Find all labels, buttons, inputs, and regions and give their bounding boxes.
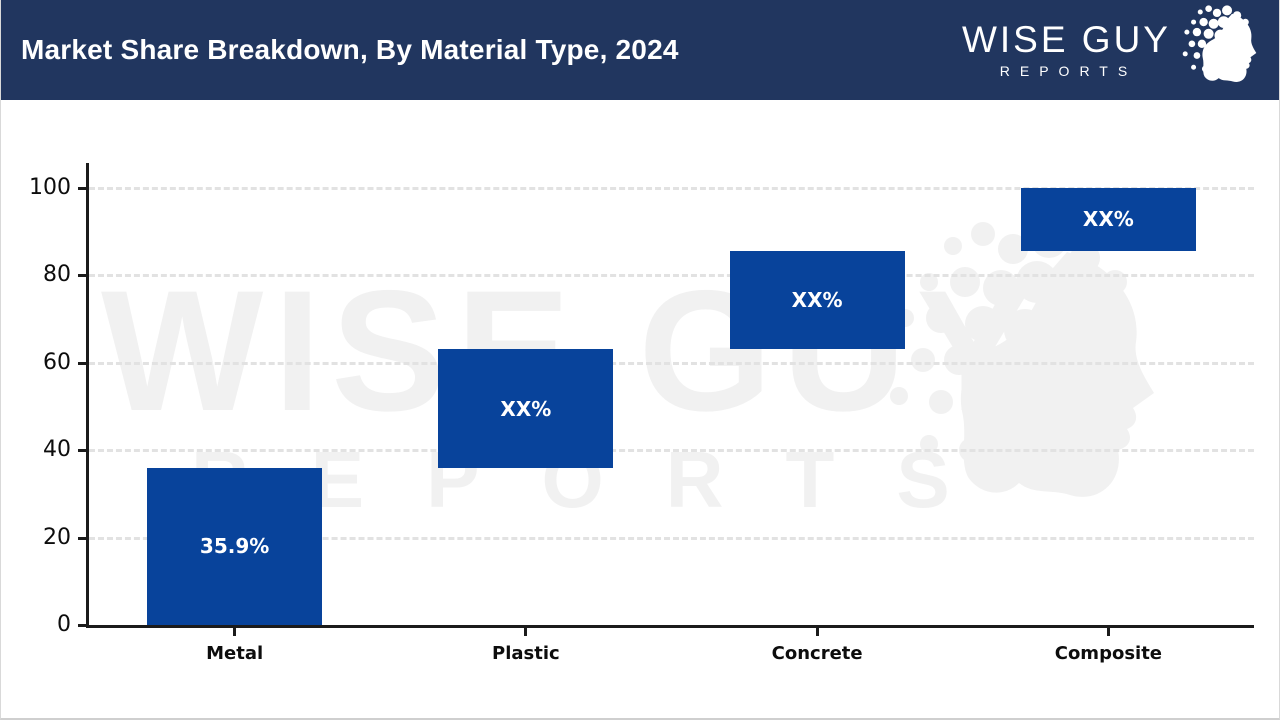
y-axis — [86, 163, 89, 628]
y-tick-label: 100 — [29, 174, 71, 200]
gridline — [89, 361, 1254, 365]
page-title: Market Share Breakdown, By Material Type… — [21, 34, 679, 65]
y-tick-mark — [78, 274, 86, 277]
chart-region: WISE GUY REPORTS 0 20 40 60 80 100 35 — [1, 100, 1279, 718]
x-axis — [86, 625, 1254, 628]
y-tick-mark — [78, 624, 86, 627]
y-tick-label: 60 — [43, 349, 71, 375]
gridline — [89, 274, 1254, 277]
category-label: Plastic — [492, 643, 560, 664]
bar-composite: XX% — [1020, 187, 1196, 251]
category-label: Metal — [206, 643, 264, 664]
gridline — [89, 186, 1254, 190]
gridline — [89, 536, 1254, 540]
x-tick-mark — [233, 628, 237, 636]
category-label: Concrete — [771, 643, 863, 664]
logo-wordmark-line2: REPORTS — [999, 63, 1138, 79]
watermark-head-icon — [863, 210, 1163, 544]
bar-metal: 35.9% — [147, 467, 323, 625]
x-tick-mark — [524, 628, 528, 636]
y-tick-mark — [78, 449, 86, 452]
bar-value-label: 35.9% — [199, 534, 270, 559]
y-tick-label: 80 — [43, 262, 71, 287]
x-tick-mark — [815, 628, 819, 636]
gridline — [89, 449, 1254, 452]
x-tick-mark — [1106, 628, 1110, 636]
logo-wordmark-line1: WISE GUY — [961, 19, 1171, 60]
header-bar: Market Share Breakdown, By Material Type… — [1, 0, 1279, 100]
y-tick-mark — [78, 361, 86, 365]
logo: WISE GUY REPORTS — [962, 2, 1261, 98]
y-tick-mark — [78, 186, 86, 190]
y-tick-label: 0 — [57, 612, 71, 637]
bar-plastic: XX% — [438, 349, 614, 468]
bar-concrete: XX% — [729, 250, 905, 350]
bar-value-label: XX% — [500, 396, 552, 421]
y-tick-label: 20 — [43, 524, 71, 550]
category-label: Composite — [1054, 643, 1163, 664]
logo-head-icon — [1173, 2, 1261, 98]
y-tick-mark — [78, 536, 86, 540]
bar-value-label: XX% — [791, 288, 843, 313]
bar-value-label: XX% — [1082, 207, 1134, 232]
logo-wordmark: WISE GUY REPORTS — [962, 21, 1171, 79]
y-tick-label: 40 — [43, 437, 71, 462]
